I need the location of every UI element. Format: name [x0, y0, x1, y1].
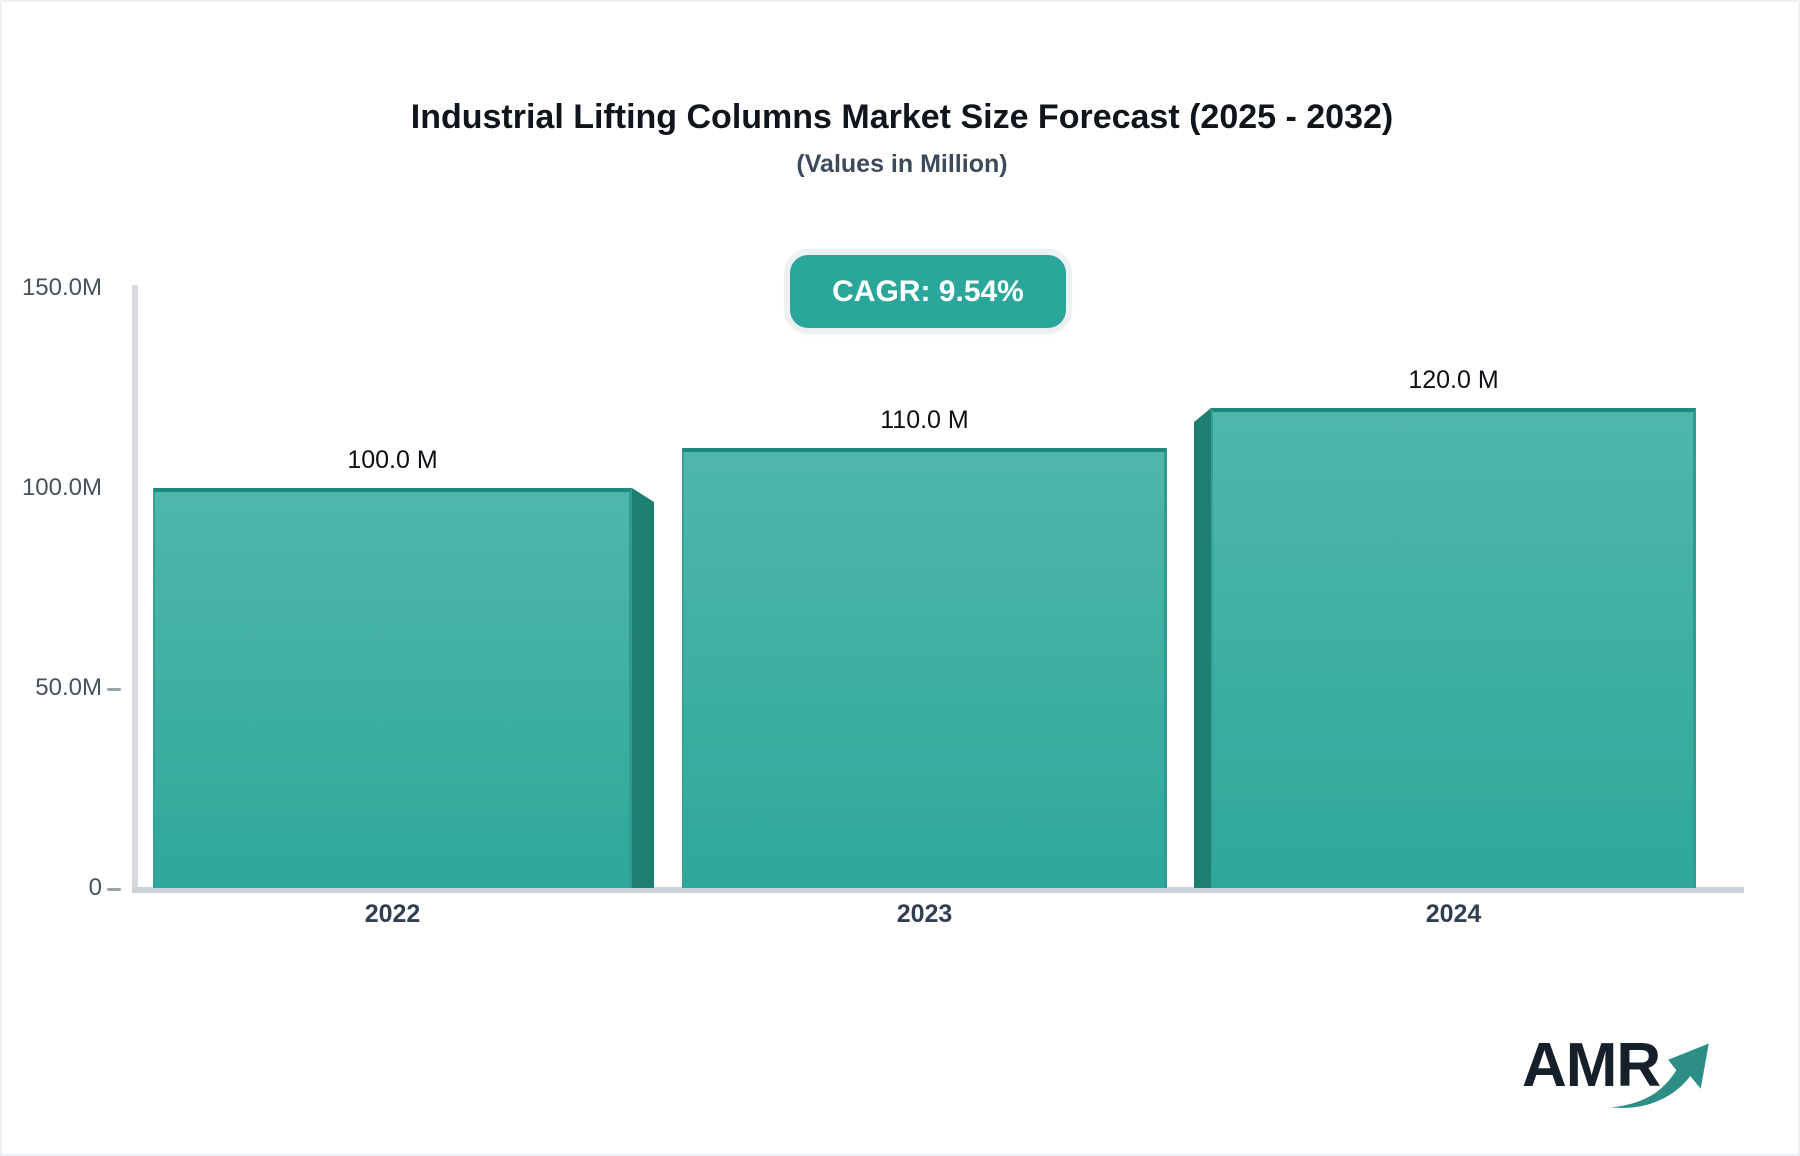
y-tick-label: 150.0M	[21, 274, 102, 301]
y-tick-mark	[107, 888, 121, 891]
bar-value-label: 100.0 M	[347, 446, 438, 474]
bar-3d-side	[1194, 408, 1211, 888]
amr-logo-text: AMR	[1522, 1031, 1661, 1100]
x-axis-label-2024: 2024	[1425, 900, 1482, 928]
y-axis-line	[132, 285, 138, 892]
cagr-badge: CAGR: 9.54%	[790, 255, 1066, 328]
y-tick-label: 0	[88, 874, 102, 901]
y-tick-label: 100.0M	[21, 474, 102, 501]
x-axis-label-2023: 2023	[896, 900, 953, 928]
bar-2024	[1211, 408, 1696, 888]
y-tick-label: 50.0M	[35, 674, 102, 701]
amr-logo: AMR	[1522, 1030, 1762, 1142]
bar-3d-side	[632, 488, 654, 888]
y-tick-mark	[107, 688, 121, 691]
chart-title: Industrial Lifting Columns Market Size F…	[410, 98, 1394, 136]
x-axis-line	[132, 887, 1744, 893]
bar-value-label: 120.0 M	[1408, 366, 1499, 394]
bar-value-label: 110.0 M	[880, 406, 969, 434]
bar-2022	[153, 488, 632, 888]
trending-up-arrow-icon	[1611, 1043, 1709, 1108]
bar-2023	[682, 448, 1167, 888]
chart-subtitle: (Values in Million)	[796, 150, 1008, 178]
x-axis-label-2022: 2022	[364, 900, 421, 928]
